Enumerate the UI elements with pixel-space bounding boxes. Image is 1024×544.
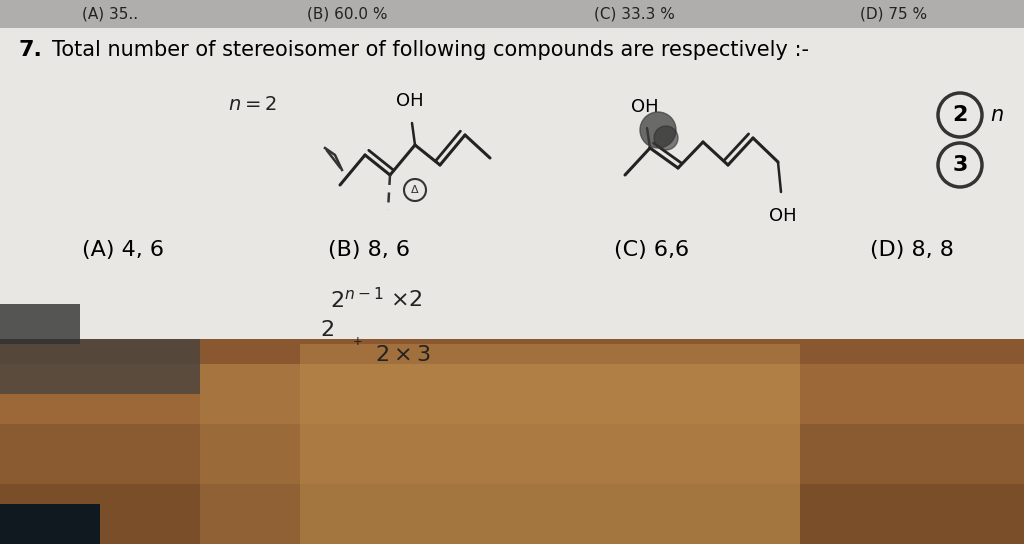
Bar <box>0 424 1024 484</box>
Text: (C) 33.3 %: (C) 33.3 % <box>594 7 675 22</box>
Text: (B) 8, 6: (B) 8, 6 <box>328 240 410 260</box>
Text: 7.: 7. <box>18 40 42 60</box>
Text: OH: OH <box>631 98 658 116</box>
Bar <box>0 0 1024 28</box>
Circle shape <box>640 112 676 148</box>
Bar <box>0 339 1024 364</box>
Text: Total number of stereoisomer of following compounds are respectively :-: Total number of stereoisomer of followin… <box>52 40 809 60</box>
Bar <box>0 504 100 544</box>
Text: $\mathit{n}=2$: $\mathit{n}=2$ <box>228 96 276 114</box>
Text: (D) 8, 8: (D) 8, 8 <box>870 240 954 260</box>
Bar <box>200 364 800 544</box>
Bar <box>0 304 80 344</box>
Text: $^+$: $^+$ <box>350 336 362 354</box>
Text: OH: OH <box>769 207 797 225</box>
Text: $\times 2$: $\times 2$ <box>390 290 423 310</box>
Text: 2: 2 <box>952 105 968 125</box>
Bar <box>300 344 800 544</box>
Circle shape <box>654 126 678 150</box>
Text: (A) 4, 6: (A) 4, 6 <box>82 240 164 260</box>
Text: $2 \times 3$: $2 \times 3$ <box>375 345 431 365</box>
Text: n: n <box>990 105 1004 125</box>
Text: Δ: Δ <box>412 185 419 195</box>
Text: (C) 6,6: (C) 6,6 <box>614 240 689 260</box>
Bar <box>0 0 1024 340</box>
Text: 3: 3 <box>952 155 968 175</box>
Text: OH: OH <box>396 92 424 110</box>
Text: $2$: $2$ <box>319 320 334 340</box>
Text: (A) 35..: (A) 35.. <box>82 7 138 22</box>
Bar <box>0 339 200 394</box>
Bar <box>0 364 1024 424</box>
Text: (B) 60.0 %: (B) 60.0 % <box>307 7 388 22</box>
Text: $2^{n-1}$: $2^{n-1}$ <box>330 287 384 313</box>
Text: (D) 75 %: (D) 75 % <box>860 7 928 22</box>
Bar <box>0 484 1024 544</box>
